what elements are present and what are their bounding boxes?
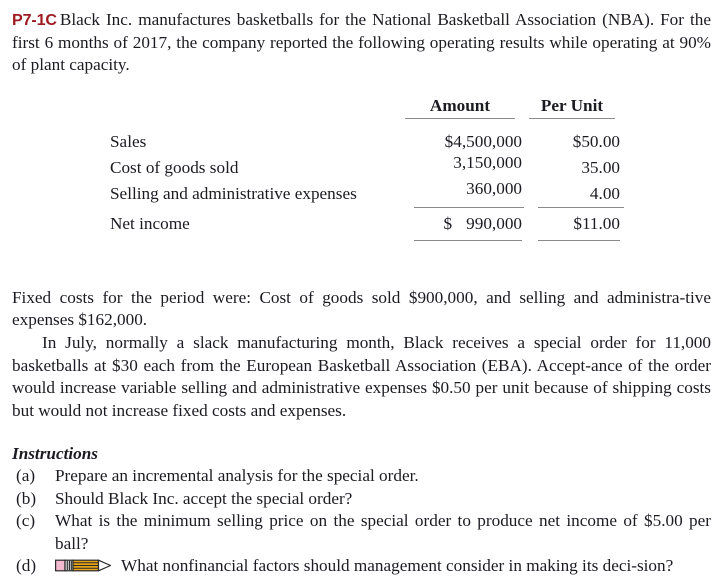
instruction-item-a: (a) Prepare an incremental analysis for … <box>12 465 711 487</box>
subtotal-rule-amount <box>398 204 524 208</box>
document-page: P7-1C Black Inc. manufactures basketballs… <box>12 9 711 575</box>
row-amount-net-income: $990,000 <box>398 208 524 241</box>
instruction-text-with-icon: What nonfinancial factors should managem… <box>55 555 711 577</box>
rule-line <box>414 206 524 208</box>
row-label-sga: Selling and administrative expenses <box>110 183 357 203</box>
instruction-text: What is the minimum selling price on the… <box>55 511 711 553</box>
amount-digits: 360,000 <box>466 178 522 198</box>
table-total-row: Net income $990,000 $11.00 <box>110 208 624 241</box>
pencil-icon <box>55 558 115 573</box>
amount-value-sga: 360,000 <box>398 178 522 199</box>
amount-digits: 990,000 <box>466 213 522 233</box>
double-underline <box>414 237 522 241</box>
problem-intro-paragraph: P7-1C Black Inc. manufactures basketballs… <box>12 9 711 77</box>
table-row: Cost of goods sold 3,150,000 35.00 <box>110 152 624 178</box>
instruction-marker: (c) <box>16 511 36 531</box>
row-per-unit-sales: $50.00 <box>572 131 620 151</box>
row-per-unit-cogs: 35.00 <box>581 157 620 177</box>
row-label-sales: Sales <box>110 131 147 151</box>
amount-value-net-income: $990,000 <box>398 213 522 234</box>
operating-results-table: Amount Per Unit Sales $4,500,000 $50.00 <box>110 95 624 241</box>
table-subtotal-rule <box>110 204 624 208</box>
amount-digits: 3,150,000 <box>453 152 522 172</box>
instruction-text: What nonfinancial factors should managem… <box>121 555 674 575</box>
table-header-row: Amount Per Unit <box>110 95 624 120</box>
instruction-marker: (a) <box>16 466 36 486</box>
table-row: Sales $4,500,000 $50.00 <box>110 120 624 152</box>
instructions-heading: Instructions <box>12 444 98 464</box>
amount-value-cogs: 3,150,000 <box>398 152 522 173</box>
instruction-marker: (d) <box>16 555 37 575</box>
fixed-costs-paragraph: Fixed costs for the period were: Cost of… <box>12 287 711 330</box>
column-header-per-unit: Per Unit <box>524 95 624 120</box>
row-label-cogs: Cost of goods sold <box>110 157 239 177</box>
column-header-per-unit-text: Per Unit <box>529 95 615 119</box>
instruction-text: Prepare an incremental analysis for the … <box>55 466 419 486</box>
rule-line <box>538 206 624 208</box>
row-per-unit-net-income: $11.00 <box>524 208 624 241</box>
instruction-text: Should Black Inc. accept the special ord… <box>55 488 353 508</box>
row-per-unit-sga: 4.00 <box>589 183 620 203</box>
column-header-amount: Amount <box>398 95 524 120</box>
table-body: Sales $4,500,000 $50.00 Cost of goods so… <box>110 120 624 241</box>
instruction-marker: (b) <box>16 488 37 508</box>
instruction-item-c: (c) What is the minimum selling price on… <box>12 510 711 555</box>
currency-symbol: $ <box>444 131 454 151</box>
amount-digits: 4,500,000 <box>453 131 522 151</box>
column-header-label <box>110 95 398 120</box>
instruction-item-d: (d) What nonfinancial factors should man… <box>12 555 711 577</box>
table-header: Amount Per Unit <box>110 95 624 120</box>
problem-id-label: P7-1C <box>12 11 57 29</box>
instructions-list: (a) Prepare an incremental analysis for … <box>12 465 711 577</box>
problem-body: Fixed costs for the period were: Cost of… <box>12 287 711 423</box>
column-header-amount-text: Amount <box>405 95 515 119</box>
amount-value-sales: $4,500,000 <box>398 131 522 152</box>
double-underline <box>538 237 620 241</box>
row-amount-cogs: 3,150,000 <box>398 152 524 178</box>
special-order-paragraph: In July, normally a slack manufacturing … <box>12 332 711 420</box>
problem-intro-text: Black Inc. manufactures basketballs for … <box>12 10 711 75</box>
row-amount-sga: 360,000 <box>398 178 524 204</box>
currency-symbol: $ <box>443 213 453 233</box>
row-amount-sales: $4,500,000 <box>398 120 524 152</box>
operating-results-table-wrapper: Amount Per Unit Sales $4,500,000 $50.00 <box>12 95 711 241</box>
table-row: Selling and administrative expenses 360,… <box>110 178 624 204</box>
per-unit-value-net-income: $11.00 <box>573 213 620 233</box>
instruction-item-b: (b) Should Black Inc. accept the special… <box>12 488 711 510</box>
subtotal-rule-per-unit <box>524 204 624 208</box>
row-label-net-income: Net income <box>110 213 190 233</box>
